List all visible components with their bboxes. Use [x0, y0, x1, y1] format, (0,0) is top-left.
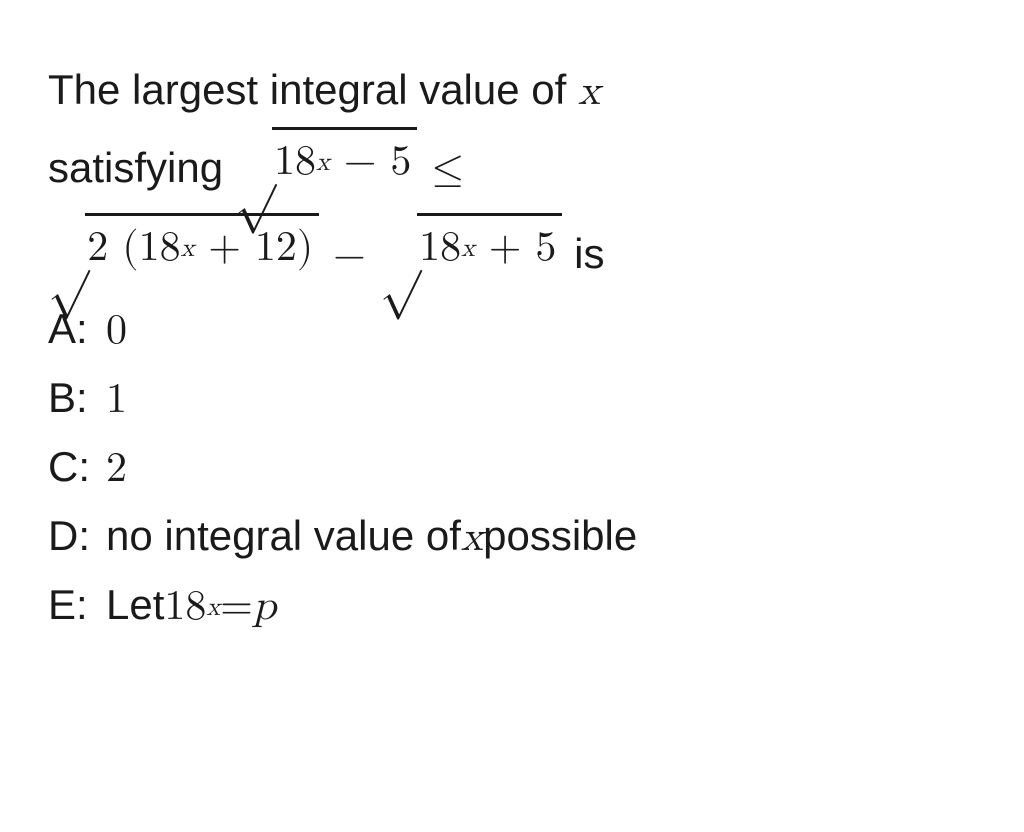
base: 18	[419, 218, 461, 279]
leq-symbol: ≤	[417, 140, 464, 201]
lhs-base: 18	[164, 577, 206, 638]
radical-sign: √	[380, 233, 421, 283]
exponent: x	[181, 231, 195, 269]
lhs-exp: x	[206, 590, 220, 628]
radicand-3: 18x + 5	[417, 213, 562, 279]
tail: + 12)	[194, 218, 313, 279]
option-c[interactable]: C: 2	[48, 437, 976, 500]
stem-line-2: satisfying √ 18x − 5 ≤	[48, 127, 976, 201]
option-text-pre: Let	[106, 575, 164, 636]
question-page: The largest integral value of x satisfyi…	[0, 0, 1024, 638]
radicand-2: 2 (18x + 12)	[85, 213, 319, 279]
option-label: E:	[48, 575, 106, 636]
variable-x: x	[578, 62, 600, 123]
option-e[interactable]: E: Let 18x = p	[48, 575, 976, 638]
option-text-post: possible	[483, 506, 637, 567]
is-text: is	[562, 224, 604, 285]
radical-sign: √	[48, 233, 89, 283]
option-value: 2	[106, 439, 127, 500]
option-b[interactable]: B: 1	[48, 368, 976, 431]
variable-x: x	[461, 508, 483, 569]
equals: =	[220, 577, 253, 638]
radicand-1: 18x − 5	[272, 127, 417, 193]
sqrt-term-1: √ 18x − 5	[235, 127, 418, 193]
exponent: x	[461, 231, 475, 269]
option-label: C:	[48, 437, 106, 498]
tail: − 5	[330, 132, 412, 193]
option-label: D:	[48, 506, 106, 567]
option-d[interactable]: D: no integral value of x possible	[48, 506, 976, 569]
radical-sign: √	[235, 147, 276, 197]
sqrt-term-3: √ 18x + 5	[380, 213, 563, 279]
options-list: A: 0 B: 1 C: 2 D: no integral value of x…	[48, 299, 976, 637]
pre: 2 (18	[87, 218, 180, 279]
stem-line-3: √ 2 (18x + 12) − √ 18x + 5 is	[48, 213, 976, 287]
stem-text: satisfying	[48, 138, 235, 199]
rhs-var: p	[253, 577, 276, 638]
option-label: A:	[48, 299, 106, 360]
option-a[interactable]: A: 0	[48, 299, 976, 362]
minus-symbol: −	[319, 226, 380, 287]
stem-line-1: The largest integral value of x	[48, 60, 976, 123]
option-label: B:	[48, 368, 106, 429]
stem-text: The largest integral value of	[48, 60, 578, 121]
exponent: x	[316, 145, 330, 183]
sqrt-term-2: √ 2 (18x + 12)	[48, 213, 319, 279]
option-value: 1	[106, 370, 127, 431]
option-value: 0	[106, 301, 127, 362]
option-text-pre: no integral value of	[106, 506, 461, 567]
base: 18	[274, 132, 316, 193]
tail: + 5	[475, 218, 557, 279]
